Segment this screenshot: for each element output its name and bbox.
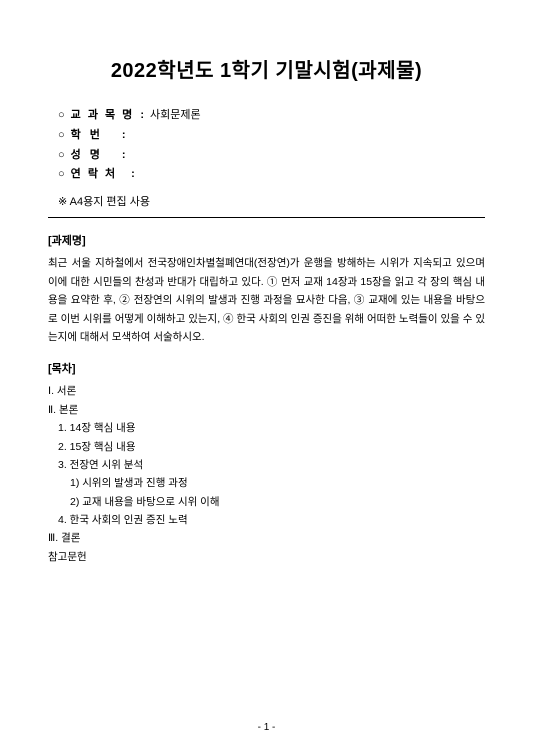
bullet-icon: ○ [58,165,65,185]
colon: : [131,165,135,185]
toc-item: Ⅱ. 본론 [48,401,485,419]
toc-item: 4. 한국 사회의 인권 증진 노력 [48,511,485,529]
toc-list: Ⅰ. 서론Ⅱ. 본론1. 14장 핵심 내용2. 15장 핵심 내용3. 전장연… [48,382,485,566]
bullet-icon: ○ [58,106,65,126]
toc-item: 참고문헌 [48,548,485,566]
document-title: 2022학년도 1학기 기말시험(과제물) [48,55,485,88]
name-label-2: 명 [90,146,100,166]
course-value: 사회문제론 [150,106,201,126]
task-heading: [과제명] [48,232,485,250]
colon: : [122,146,126,166]
id-label-2: 번 [90,126,100,146]
page-number: - 1 - [0,720,533,737]
toc-item: 1. 14장 핵심 내용 [48,419,485,437]
name-label: 성 [71,146,90,166]
divider [48,217,485,218]
toc-item: 2. 15장 핵심 내용 [48,438,485,456]
toc-item: Ⅲ. 결론 [48,529,485,547]
info-row-id: ○ 학번 : [58,126,485,146]
toc-item: Ⅰ. 서론 [48,382,485,400]
info-block: ○ 교 과 목 명 : 사회문제론 ○ 학번 : ○ 성명 : ○ 연 락 처 … [58,106,485,185]
id-label: 학 [71,126,90,146]
info-row-contact: ○ 연 락 처 : [58,165,485,185]
toc-item: 3. 전장연 시위 분석 [48,456,485,474]
bullet-icon: ○ [58,146,65,166]
contact-label: 연 락 처 [71,165,117,185]
colon: : [122,126,126,146]
task-body: 최근 서울 지하철에서 전국장애인차별철폐연대(전장연)가 운행을 방해하는 시… [48,254,485,346]
toc-item: 2) 교재 내용을 바탕으로 시위 이해 [48,493,485,511]
bullet-icon: ○ [58,126,65,146]
info-row-course: ○ 교 과 목 명 : 사회문제론 [58,106,485,126]
course-label: 교 과 목 명 [71,106,135,126]
toc-heading: [목차] [48,360,485,378]
toc-item: 1) 시위의 발생과 진행 과정 [48,474,485,492]
paper-note: ※ A4용지 편집 사용 [58,193,485,211]
info-row-name: ○ 성명 : [58,146,485,166]
colon: : [140,106,144,126]
